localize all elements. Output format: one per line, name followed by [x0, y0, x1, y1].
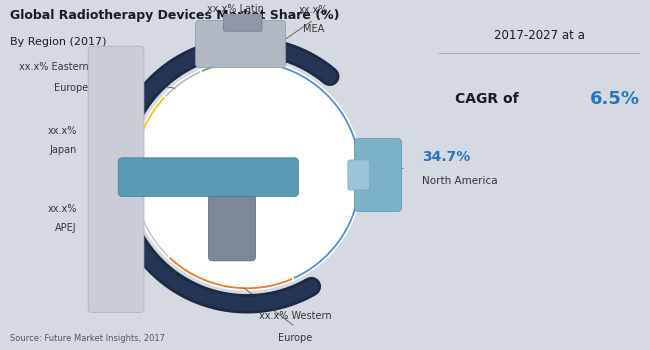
Wedge shape [164, 70, 211, 113]
Text: xx.x% Western: xx.x% Western [259, 311, 332, 321]
Wedge shape [200, 62, 231, 93]
Wedge shape [133, 96, 182, 163]
FancyBboxPatch shape [196, 20, 285, 68]
FancyBboxPatch shape [118, 158, 298, 196]
Wedge shape [247, 60, 362, 280]
Text: Europe: Europe [278, 332, 313, 343]
FancyBboxPatch shape [348, 160, 369, 190]
Wedge shape [226, 60, 247, 87]
Text: xx.x%: xx.x% [299, 5, 328, 15]
Text: xx.x%: xx.x% [47, 126, 77, 136]
FancyBboxPatch shape [88, 46, 144, 313]
Text: 6.5%: 6.5% [590, 90, 640, 108]
Text: 34.7%: 34.7% [422, 149, 470, 163]
Text: America: America [215, 26, 255, 35]
Text: CAGR of: CAGR of [455, 92, 523, 106]
Polygon shape [135, 63, 359, 287]
FancyBboxPatch shape [224, 1, 262, 31]
Text: Japan: Japan [49, 145, 77, 155]
Text: APEJ: APEJ [55, 223, 77, 233]
Wedge shape [168, 240, 294, 290]
Text: xx.x% Eastern: xx.x% Eastern [19, 62, 88, 71]
Text: Europe: Europe [54, 83, 88, 93]
FancyBboxPatch shape [354, 139, 402, 211]
Text: xx.x% Latin: xx.x% Latin [207, 4, 264, 14]
Text: Source: Future Market Insights, 2017: Source: Future Market Insights, 2017 [10, 334, 164, 343]
Text: North America: North America [422, 176, 497, 186]
Circle shape [157, 85, 337, 265]
Text: 2017-2027 at a: 2017-2027 at a [494, 29, 585, 42]
Text: MEA: MEA [303, 25, 324, 34]
Wedge shape [132, 160, 185, 258]
Text: Global Radiotherapy Devices Market Share (%): Global Radiotherapy Devices Market Share… [10, 9, 339, 22]
Text: xx.x%: xx.x% [47, 204, 77, 214]
Text: By Region (2017): By Region (2017) [10, 37, 106, 47]
FancyBboxPatch shape [209, 184, 255, 261]
